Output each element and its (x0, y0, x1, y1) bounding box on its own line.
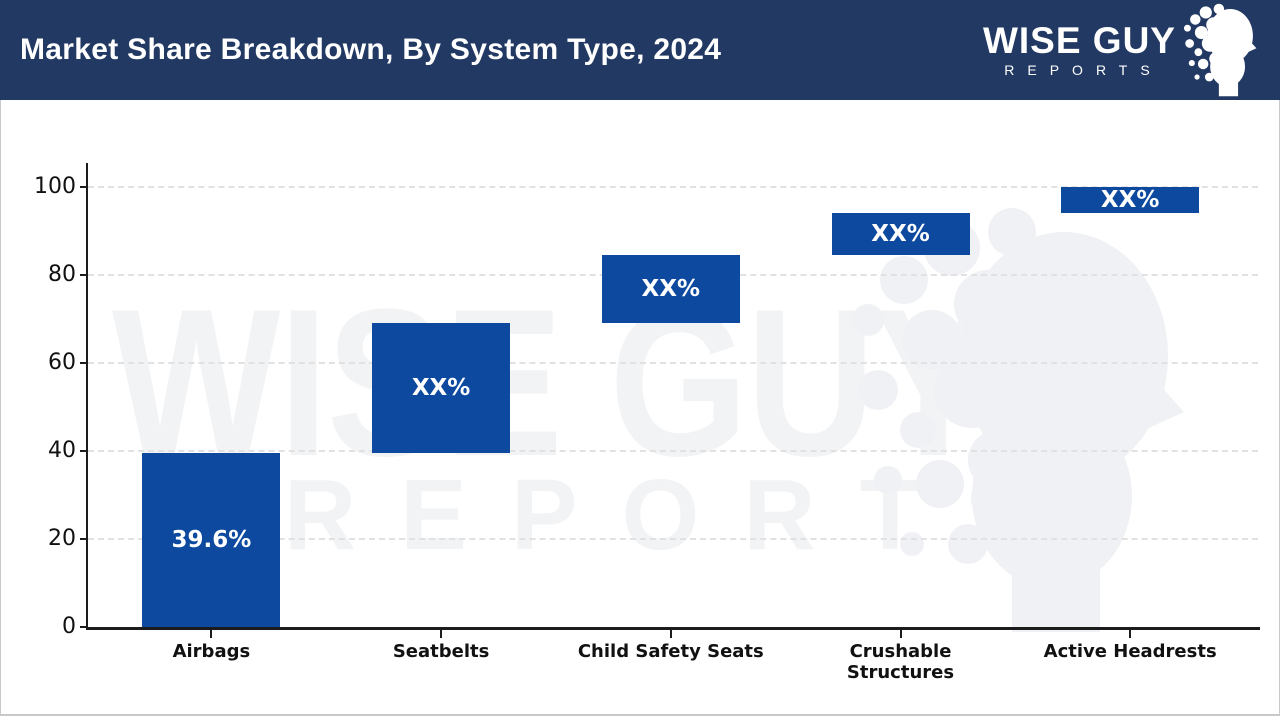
y-axis-line (86, 163, 88, 629)
gridline (88, 538, 1258, 540)
wise-guy-reports-logo: WISE GUY REPORTS (983, 2, 1266, 98)
x-tick-mark (899, 630, 902, 638)
bar-value-label: XX% (641, 275, 701, 302)
bar: XX% (372, 322, 511, 453)
logo-line2: REPORTS (1004, 62, 1163, 78)
page-title: Market Share Breakdown, By System Type, … (20, 33, 722, 66)
x-tick-label: Airbags (172, 641, 251, 662)
bar-value-label: 39.6% (171, 526, 252, 553)
y-tick-mark (80, 538, 88, 540)
logo-head-profile-icon (1183, 3, 1257, 97)
logo-wordmark: WISE GUY REPORTS (983, 22, 1176, 78)
gridline (88, 362, 1258, 364)
y-tick-label: 40 (48, 438, 76, 463)
bar: XX% (601, 255, 740, 323)
gridline (88, 186, 1258, 188)
x-tick-label: Active Headrests (1043, 641, 1217, 662)
y-tick-mark (80, 362, 88, 364)
y-tick-label: 60 (48, 350, 76, 375)
gridline (88, 450, 1258, 452)
bar: 39.6% (142, 452, 281, 627)
x-tick-mark (440, 630, 443, 638)
x-tick-label: Child Safety Seats (577, 641, 764, 662)
x-tick-label: Crushable Structures (846, 641, 955, 683)
bar: XX% (831, 213, 970, 256)
header-bar: Market Share Breakdown, By System Type, … (0, 0, 1280, 100)
watermark-head-profile-icon (852, 208, 1184, 632)
x-axis-line (86, 627, 1260, 630)
y-tick-label: 0 (62, 614, 76, 639)
y-tick-label: 20 (48, 526, 76, 551)
bar-value-label: XX% (1100, 187, 1160, 214)
y-tick-label: 100 (34, 174, 76, 199)
x-tick-label: Seatbelts (392, 641, 490, 662)
bar: XX% (1061, 187, 1200, 214)
logo-line1: WISE GUY (982, 20, 1176, 61)
y-tick-mark (80, 626, 88, 628)
x-tick-mark (210, 630, 213, 638)
y-tick-mark (80, 450, 88, 452)
y-tick-mark (80, 186, 88, 188)
bar-value-label: XX% (871, 221, 930, 248)
y-tick-mark (80, 274, 88, 276)
x-tick-mark (669, 630, 672, 638)
bar-value-label: XX% (411, 374, 471, 401)
y-tick-label: 80 (48, 262, 76, 287)
x-tick-mark (1129, 630, 1132, 638)
